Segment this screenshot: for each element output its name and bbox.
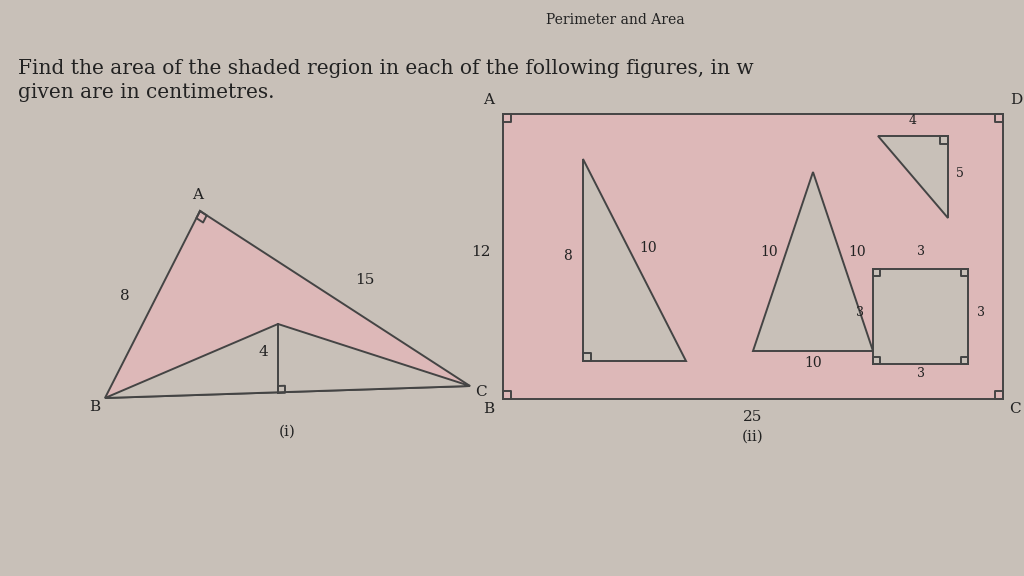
Text: 10: 10 xyxy=(804,356,822,370)
Bar xyxy=(503,114,1002,399)
Text: 8: 8 xyxy=(562,249,571,263)
Text: 10: 10 xyxy=(640,241,657,255)
Text: (ii): (ii) xyxy=(742,430,764,444)
Bar xyxy=(873,269,968,364)
Text: B: B xyxy=(483,402,495,416)
Text: 12: 12 xyxy=(471,245,490,260)
Text: Perimeter and Area: Perimeter and Area xyxy=(546,13,684,27)
Text: 4: 4 xyxy=(909,114,918,127)
Text: 4: 4 xyxy=(258,346,268,359)
Polygon shape xyxy=(878,136,948,218)
Text: C: C xyxy=(1010,402,1021,416)
Text: 8: 8 xyxy=(120,289,130,302)
Text: 5: 5 xyxy=(956,167,964,180)
Text: D: D xyxy=(1010,93,1022,107)
Polygon shape xyxy=(583,159,686,361)
Polygon shape xyxy=(105,324,470,398)
Text: Find the area of the shaded region in each of the following figures, in w: Find the area of the shaded region in ea… xyxy=(18,59,754,78)
Text: C: C xyxy=(475,385,486,399)
Text: B: B xyxy=(89,400,100,414)
Text: 10: 10 xyxy=(760,245,778,260)
Text: A: A xyxy=(483,93,495,107)
Text: 10: 10 xyxy=(848,245,866,260)
Text: 25: 25 xyxy=(743,410,763,424)
Text: 3: 3 xyxy=(977,306,985,320)
Text: 3: 3 xyxy=(916,367,925,380)
Polygon shape xyxy=(105,211,470,398)
Text: (i): (i) xyxy=(280,425,296,439)
Polygon shape xyxy=(753,172,873,351)
Text: 3: 3 xyxy=(856,306,864,320)
Text: 15: 15 xyxy=(355,272,375,286)
Text: given are in centimetres.: given are in centimetres. xyxy=(18,84,274,103)
Text: 3: 3 xyxy=(916,245,925,258)
Text: A: A xyxy=(193,188,204,202)
